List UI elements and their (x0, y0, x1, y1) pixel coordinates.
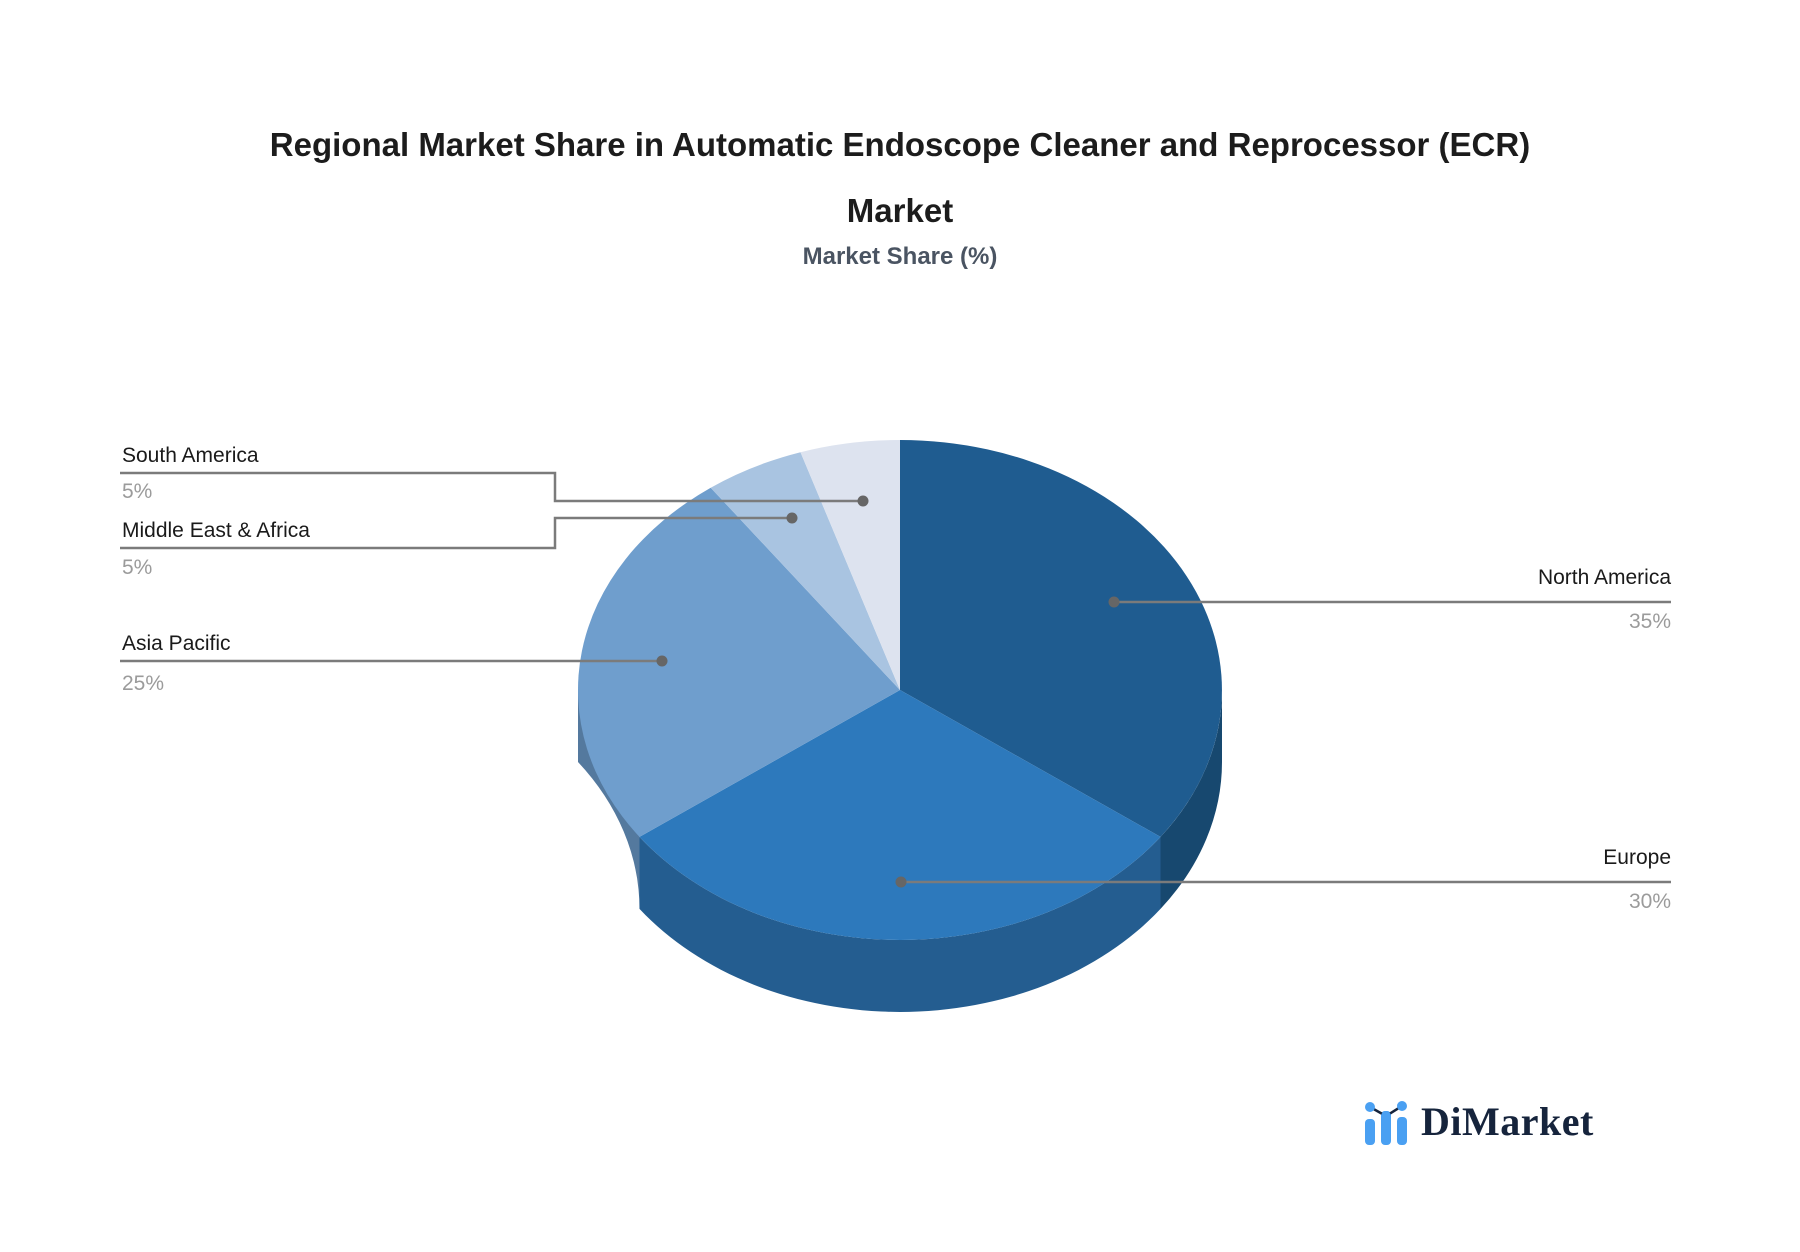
leader-dot-middle-east-africa (786, 512, 798, 524)
pie-slice-middle-east-africa (710, 452, 900, 690)
brand-logo: DiMarket (1363, 1098, 1594, 1145)
pie-slice-north-america (900, 440, 1222, 837)
brand-logo-text: DiMarket (1421, 1099, 1594, 1144)
label-europe: Europe (1603, 846, 1671, 869)
chart-subtitle: Market Share (%) (802, 243, 998, 270)
pie-slice-asia-pacific (577, 487, 900, 837)
value-middle-east-africa: 5% (122, 556, 153, 579)
label-middle-east-africa: Middle East & Africa (122, 519, 310, 542)
bar-line-chart-icon (1365, 1100, 1407, 1145)
label-south-america: South America (122, 444, 259, 467)
value-south-america: 5% (122, 480, 153, 503)
chart-title-line2: Market (846, 192, 954, 229)
pie-side-north-america (1160, 690, 1222, 909)
leader-dot-asia-pacific (656, 655, 668, 667)
leader-line-middle-east-africa (120, 516, 792, 550)
label-asia-pacific: Asia Pacific (122, 632, 231, 655)
chart-title: Regional Market Share in Automatic Endos… (0, 112, 1800, 244)
pie-slice-europe (639, 690, 1161, 940)
chart-title-line1: Regional Market Share in Automatic Endos… (269, 126, 1531, 163)
pie-slice-south-america (800, 439, 900, 690)
leader-dot-europe (895, 876, 907, 888)
value-north-america: 35% (1628, 610, 1671, 633)
leader-dot-south-america (857, 495, 869, 507)
pie-side-europe (639, 836, 1161, 1012)
value-europe: 30% (1628, 890, 1671, 913)
label-north-america: North America (1537, 566, 1671, 589)
value-asia-pacific: 25% (122, 672, 165, 695)
leader-dot-north-america (1108, 596, 1120, 608)
leader-line-south-america (120, 471, 863, 503)
